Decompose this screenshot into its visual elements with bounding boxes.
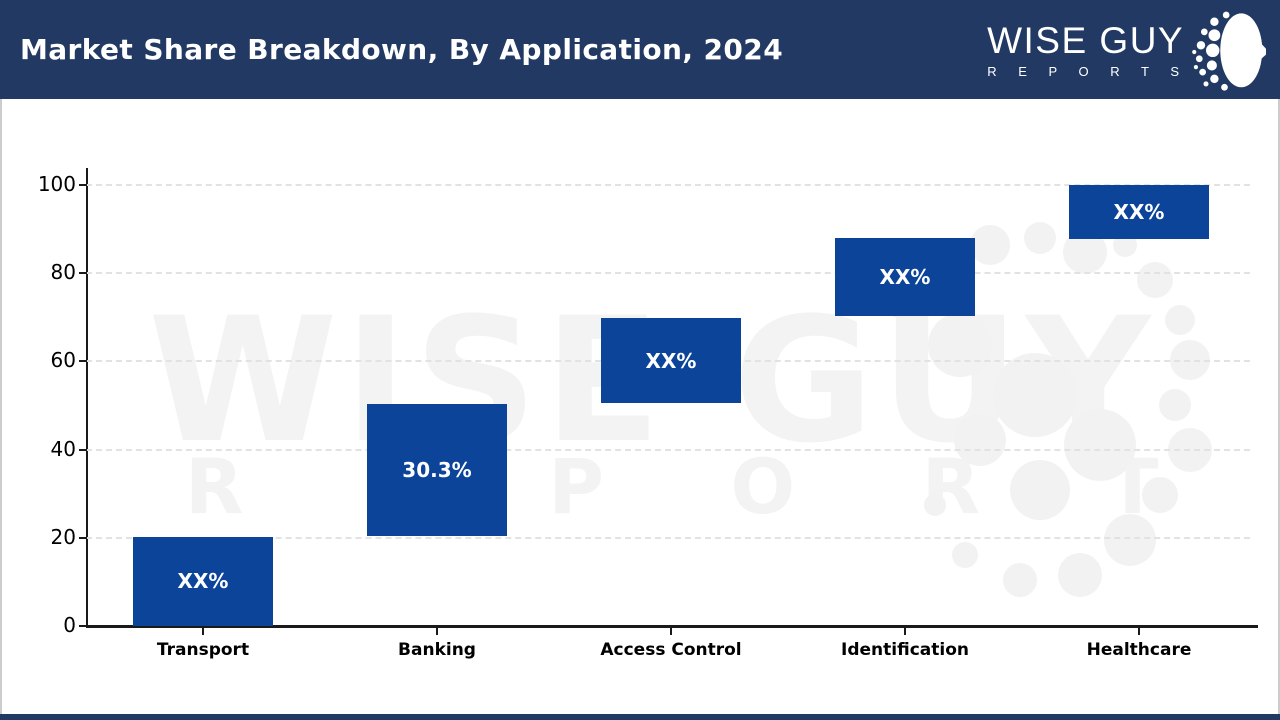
y-tick-label-20: 20 (50, 524, 76, 549)
y-tick-60 (79, 360, 87, 363)
bar-transport: XX% (133, 536, 273, 626)
y-tick-label-0: 0 (63, 613, 76, 637)
bar-access-control: XX% (601, 317, 741, 404)
bar-identification: XX% (835, 237, 975, 317)
bar-value-label: XX% (177, 569, 229, 594)
header-bar: Market Share Breakdown, By Application, … (0, 0, 1280, 99)
x-tick-1 (436, 628, 438, 635)
y-tick-20 (79, 536, 87, 539)
gridline-20 (86, 536, 1250, 539)
wiseguy-logo: WISE GUY R E P O R T S (987, 6, 1266, 94)
gridline-100 (86, 184, 1250, 186)
bar-value-label: 30.3% (402, 458, 472, 483)
x-tick-2 (670, 628, 672, 635)
gridline-40 (86, 448, 1250, 451)
x-tick-label-2: Access Control (600, 640, 742, 660)
x-tick-4 (1138, 628, 1140, 635)
logo-name: WISE GUY (987, 20, 1185, 61)
bar-value-label: XX% (1113, 199, 1165, 224)
x-tick-label-4: Healthcare (1086, 640, 1192, 660)
bar-value-label: XX% (879, 265, 931, 290)
y-tick-label-60: 60 (50, 348, 76, 373)
y-tick-100 (79, 184, 87, 186)
logo-sub: R E P O R T S (987, 64, 1188, 79)
x-tick-label-0: Transport (156, 640, 250, 660)
x-axis-line (86, 625, 1258, 628)
x-tick-label-1: Banking (398, 640, 476, 660)
y-tick-label-40: 40 (50, 436, 76, 461)
y-tick-label-80: 80 (50, 260, 76, 285)
bar-value-label: XX% (645, 348, 697, 373)
x-tick-label-3: Identification (841, 640, 969, 660)
gridline-80 (86, 272, 1250, 275)
y-tick-80 (79, 272, 87, 275)
y-tick-40 (79, 448, 87, 451)
x-tick-3 (904, 628, 906, 635)
chart-title: Market Share Breakdown, By Application, … (20, 33, 784, 66)
logo-head-icon (1192, 11, 1266, 91)
bar-healthcare: XX% (1069, 185, 1209, 239)
logo-text: WISE GUY R E P O R T S (983, 22, 1188, 79)
footer-bar (0, 714, 1280, 720)
y-tick-label-100: 100 (37, 172, 76, 196)
y-tick-0 (79, 625, 87, 627)
bar-banking: 30.3% (367, 404, 507, 537)
x-tick-0 (202, 628, 204, 635)
y-axis-line (86, 168, 88, 628)
